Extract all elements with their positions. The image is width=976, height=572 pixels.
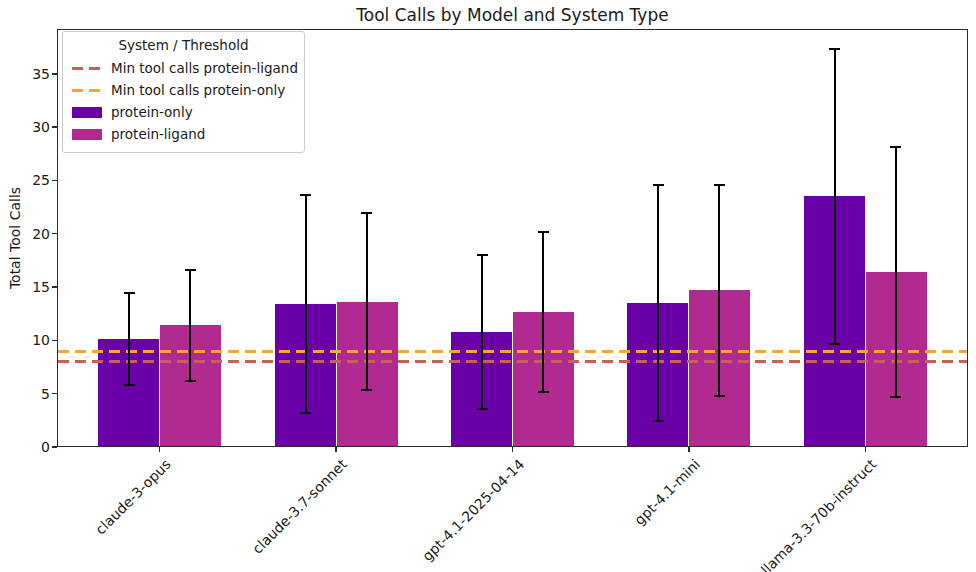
legend-entry-label: protein-only	[111, 104, 193, 120]
legend: System / Threshold Min tool calls protei…	[62, 31, 305, 153]
legend-entry: Min tool calls protein-ligand	[72, 57, 295, 79]
error-bar-line	[128, 293, 130, 385]
y-tick-mark	[52, 286, 57, 288]
y-tick-label: 15	[0, 278, 50, 296]
error-bar-cap-bottom	[185, 380, 196, 382]
y-tick-mark	[52, 180, 57, 182]
legend-dashed-line-swatch	[72, 67, 102, 70]
error-bar-cap-top	[538, 231, 549, 233]
chart-title: Tool Calls by Model and System Type	[57, 5, 968, 25]
legend-title: System / Threshold	[72, 37, 295, 53]
threshold-line	[58, 350, 967, 353]
x-tick-label: claude-3.7-sonnet	[250, 456, 351, 557]
error-bar-line	[542, 232, 544, 392]
error-bar-cap-bottom	[361, 389, 372, 391]
y-tick-label: 0	[0, 438, 50, 456]
error-bar-cap-top	[653, 184, 664, 186]
legend-entry-label: Min tool calls protein-only	[111, 82, 285, 98]
error-bar-cap-bottom	[829, 343, 840, 345]
figure: Tool Calls by Model and System Type Tota…	[0, 0, 976, 572]
y-tick-label: 30	[0, 118, 50, 136]
y-tick-label: 25	[0, 171, 50, 189]
y-tick-label: 10	[0, 331, 50, 349]
x-tick-mark	[688, 447, 690, 452]
x-tick-label: gpt-4.1-2025-04-14	[419, 456, 527, 564]
error-bar-cap-top	[124, 292, 135, 294]
y-tick-mark	[52, 126, 57, 128]
x-tick-label: gpt-4.1-mini	[631, 456, 703, 528]
y-tick-mark	[52, 393, 57, 395]
x-tick-label: claude-3-opus	[92, 456, 174, 538]
legend-patch-swatch	[72, 129, 102, 140]
legend-entry-label: protein-ligand	[111, 126, 205, 142]
error-bar-cap-bottom	[890, 396, 901, 398]
x-tick-mark	[335, 447, 337, 452]
legend-rows: Min tool calls protein-ligand Min tool ca…	[72, 57, 295, 145]
error-bar-line	[895, 147, 897, 397]
legend-entry: protein-only	[72, 101, 295, 123]
legend-dashed-line-swatch	[72, 89, 102, 92]
error-bar-cap-bottom	[300, 412, 311, 414]
legend-entry-label: Min tool calls protein-ligand	[111, 60, 298, 76]
y-tick-label: 20	[0, 225, 50, 243]
x-tick-mark	[865, 447, 867, 452]
error-bar-line	[481, 255, 483, 409]
y-tick-label: 35	[0, 65, 50, 83]
error-bar-cap-top	[714, 184, 725, 186]
y-tick-mark	[52, 233, 57, 235]
threshold-line	[58, 360, 967, 363]
y-tick-mark	[52, 73, 57, 75]
error-bar-cap-bottom	[714, 395, 725, 397]
error-bar-cap-bottom	[538, 391, 549, 393]
error-bar-cap-top	[890, 146, 901, 148]
x-tick-label: llama-3.3-70b-instruct	[758, 456, 880, 572]
error-bar-line	[657, 185, 659, 422]
error-bar-line	[366, 213, 368, 390]
error-bar-cap-top	[361, 212, 372, 214]
y-tick-mark	[52, 340, 57, 342]
y-tick-label: 5	[0, 385, 50, 403]
error-bar-line	[189, 270, 191, 381]
error-bar-cap-top	[300, 194, 311, 196]
error-bar-cap-bottom	[124, 384, 135, 386]
error-bar-line	[834, 49, 836, 343]
error-bar-cap-top	[185, 269, 196, 271]
error-bar-cap-top	[477, 254, 488, 256]
error-bar-cap-top	[829, 48, 840, 50]
error-bar-line	[718, 185, 720, 396]
legend-entry: protein-ligand	[72, 123, 295, 145]
legend-entry: Min tool calls protein-only	[72, 79, 295, 101]
x-tick-mark	[512, 447, 514, 452]
error-bar-line	[305, 195, 307, 413]
error-bar-cap-bottom	[653, 420, 664, 422]
legend-patch-swatch	[72, 107, 102, 118]
error-bar-cap-bottom	[477, 408, 488, 410]
x-tick-mark	[159, 447, 161, 452]
y-tick-mark	[52, 446, 57, 448]
